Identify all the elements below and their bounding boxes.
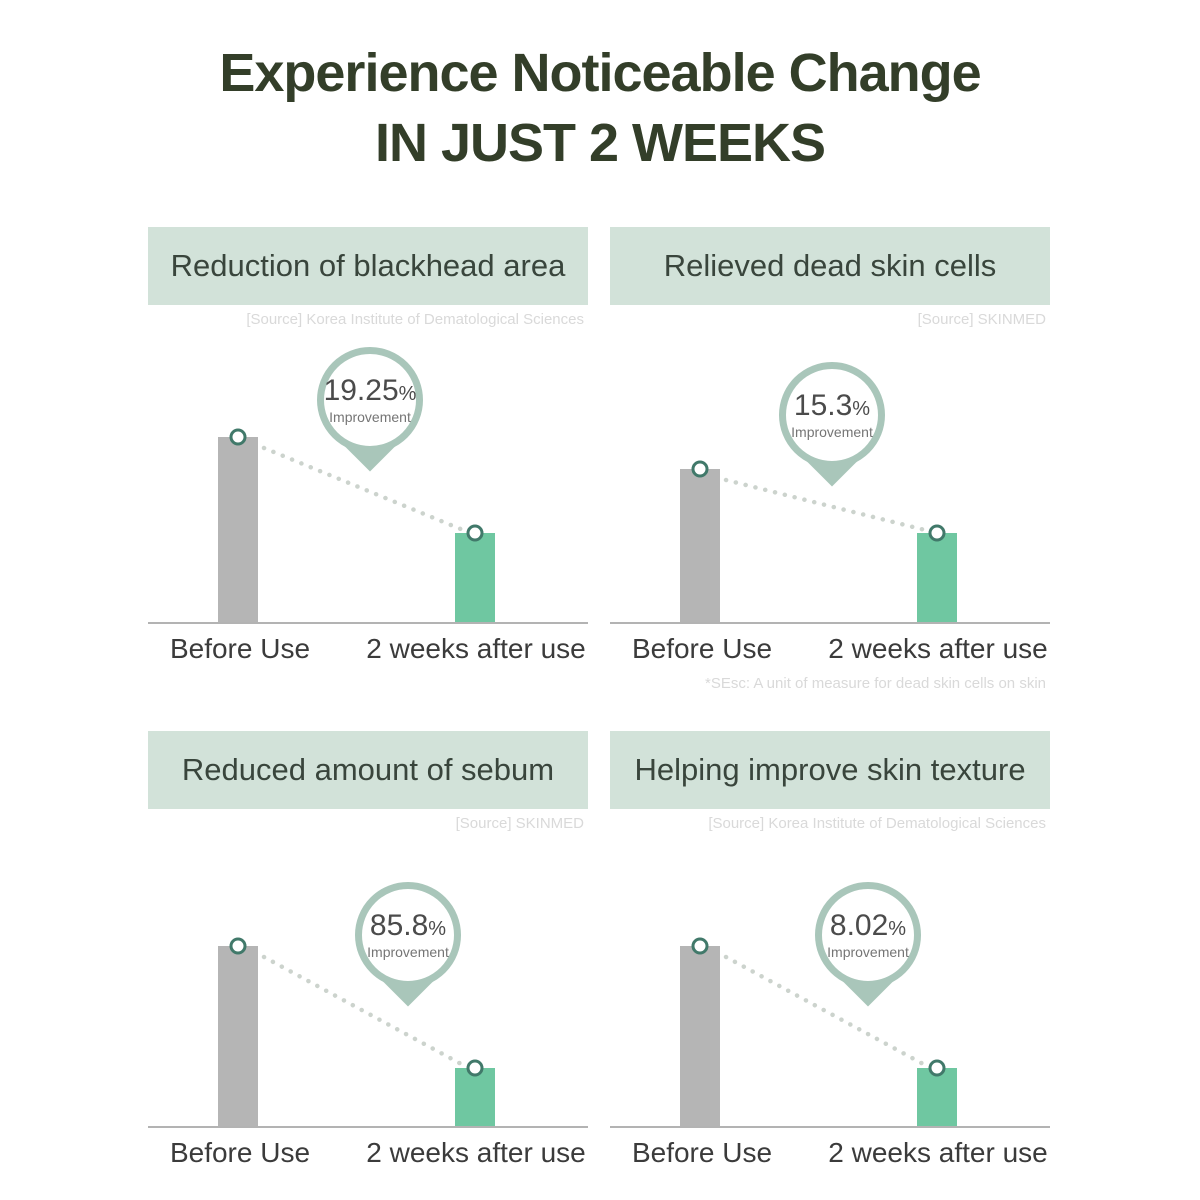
trend-dotted-line — [261, 954, 466, 1068]
label-after-use: 2 weeks after use — [828, 1137, 1048, 1168]
improvement-value: 15.3 — [793, 388, 853, 422]
panel-skin-texture: Helping improve skin texture [Source] Ko… — [610, 731, 1050, 1200]
label-after-use: 2 weeks after use — [366, 1137, 586, 1168]
bar-after-use — [455, 1068, 495, 1126]
panel-title: Reduction of blackhead area — [170, 248, 566, 283]
improvement-pin: 8.02% Improvement — [815, 882, 921, 1062]
improvement-pin: 15.3% Improvement — [779, 362, 885, 542]
improvement-percent: 85.8% — [369, 908, 447, 942]
bar-after-use — [917, 533, 957, 622]
panel-title: Helping improve skin texture — [634, 752, 1026, 787]
marker-after-icon — [466, 524, 484, 542]
page-title-line2: IN JUST 2 WEEKS — [374, 113, 826, 174]
source-caption: [Source] Korea Institute of Dematologica… — [246, 311, 584, 328]
source-caption: [Source] SKINMED — [455, 815, 584, 832]
marker-after-icon — [928, 524, 946, 542]
percent-sign: % — [428, 917, 447, 940]
source-caption: [Source] Korea Institute of Dematologica… — [708, 815, 1046, 832]
improvement-value: 19.25 — [323, 373, 399, 407]
percent-sign: % — [888, 917, 907, 940]
marker-before-icon — [229, 937, 247, 955]
improvement-percent: 8.02% — [829, 908, 907, 942]
improvement-percent: 19.25% — [323, 373, 417, 407]
bar-chart — [610, 937, 1050, 1128]
source-caption: [Source] SKINMED — [917, 311, 1046, 328]
sesc-footnote: *SEsc: A unit of measure for dead skin c… — [704, 675, 1046, 692]
improvement-percent: 15.3% — [793, 388, 871, 422]
improvement-value: 85.8 — [369, 908, 429, 942]
marker-after-icon — [928, 1059, 946, 1077]
bar-chart — [610, 460, 1050, 624]
trend-dotted-line — [723, 954, 928, 1068]
panel-title-banner: Helping improve skin texture — [610, 731, 1050, 809]
bar-before-use — [218, 946, 258, 1126]
panel-sebum: Reduced amount of sebum [Source] SKINMED… — [148, 731, 588, 1200]
bar-chart — [148, 937, 588, 1128]
panel-title: Reduced amount of sebum — [181, 752, 555, 787]
improvement-pin: 19.25% Improvement — [317, 347, 423, 527]
improvement-label: Improvement — [367, 943, 449, 960]
label-before-use: Before Use — [169, 1137, 311, 1168]
improvement-label: Improvement — [329, 408, 411, 425]
improvement-value: 8.02 — [829, 908, 889, 942]
panel-dead-skin-cells: Relieved dead skin cells [Source] SKINME… — [610, 227, 1050, 697]
page-title-line1: Experience Noticeable Change — [219, 43, 981, 103]
panel-title-banner: Reduced amount of sebum — [148, 731, 588, 809]
marker-before-icon — [691, 937, 709, 955]
pin-circle: 15.3% Improvement — [779, 362, 885, 468]
marker-after-icon — [466, 1059, 484, 1077]
improvement-label: Improvement — [791, 423, 873, 440]
bar-after-use — [455, 533, 495, 622]
pin-circle: 19.25% Improvement — [317, 347, 423, 453]
percent-sign: % — [852, 397, 871, 420]
label-after-use: 2 weeks after use — [366, 633, 586, 664]
panel-blackhead-area: Reduction of blackhead area [Source] Kor… — [148, 227, 588, 697]
panel-title-banner: Relieved dead skin cells — [610, 227, 1050, 305]
bar-before-use — [218, 437, 258, 622]
bar-after-use — [917, 1068, 957, 1126]
improvement-pin: 85.8% Improvement — [355, 882, 461, 1062]
bar-chart — [148, 428, 588, 624]
percent-sign: % — [398, 382, 417, 405]
label-after-use: 2 weeks after use — [828, 633, 1048, 664]
panel-title: Relieved dead skin cells — [663, 248, 997, 283]
trend-dotted-line — [723, 477, 928, 533]
label-before-use: Before Use — [631, 1137, 773, 1168]
pin-circle: 8.02% Improvement — [815, 882, 921, 988]
panel-title-banner: Reduction of blackhead area — [148, 227, 588, 305]
bar-before-use — [680, 946, 720, 1126]
marker-before-icon — [229, 428, 247, 446]
label-before-use: Before Use — [631, 633, 773, 664]
page-title: Experience Noticeable Change IN JUST 2 W… — [0, 38, 1200, 178]
label-before-use: Before Use — [169, 633, 311, 664]
improvement-label: Improvement — [827, 943, 909, 960]
bar-before-use — [680, 469, 720, 622]
pin-circle: 85.8% Improvement — [355, 882, 461, 988]
marker-before-icon — [691, 460, 709, 478]
